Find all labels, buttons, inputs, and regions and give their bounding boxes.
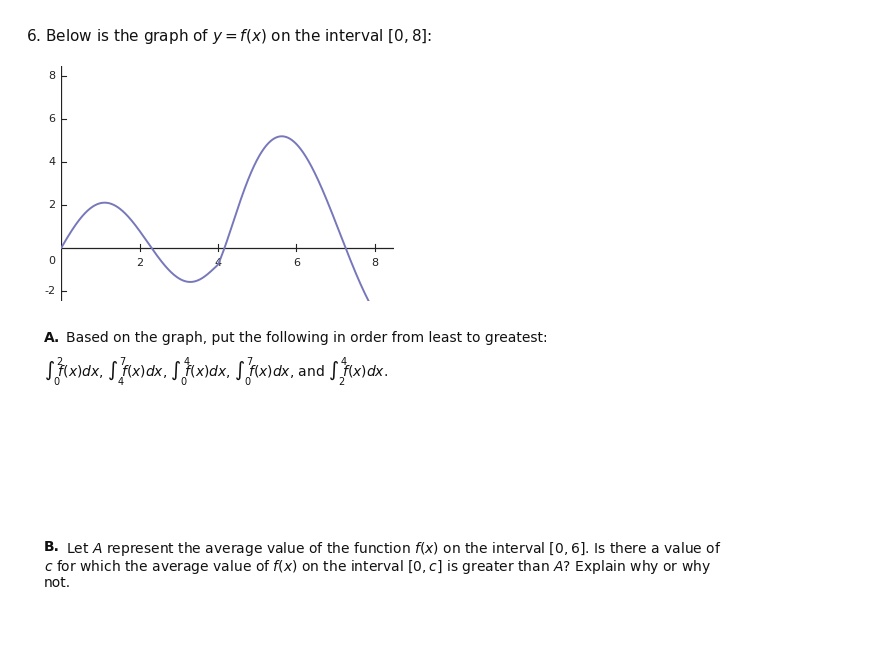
- Text: 4: 4: [48, 157, 55, 167]
- Text: $\int_0^2\!\! f(x)dx$, $\int_4^7\!\! f(x)dx$, $\int_0^4\!\! f(x)dx$, $\int_0^7\!: $\int_0^2\!\! f(x)dx$, $\int_4^7\!\! f(x…: [44, 355, 388, 388]
- Text: -2: -2: [45, 286, 55, 295]
- Text: 6: 6: [293, 259, 300, 269]
- Text: B.: B.: [44, 540, 60, 554]
- Text: A.: A.: [44, 331, 60, 345]
- Text: 8: 8: [48, 71, 55, 81]
- Text: Based on the graph, put the following in order from least to greatest:: Based on the graph, put the following in…: [66, 331, 548, 345]
- Text: 2: 2: [136, 259, 143, 269]
- Text: 8: 8: [371, 259, 378, 269]
- Text: 0: 0: [48, 256, 55, 267]
- Text: Let $A$ represent the average value of the function $f(x)$ on the interval $[0,6: Let $A$ represent the average value of t…: [66, 540, 721, 558]
- Text: $c$ for which the average value of $f(x)$ on the interval $[0, c]$ is greater th: $c$ for which the average value of $f(x)…: [44, 558, 710, 576]
- Text: 6: 6: [48, 114, 55, 124]
- Text: not.: not.: [44, 576, 71, 590]
- Text: 4: 4: [215, 259, 222, 269]
- Text: 2: 2: [48, 200, 55, 210]
- Text: 6. Below is the graph of $y = f(x)$ on the interval $[0,8]$:: 6. Below is the graph of $y = f(x)$ on t…: [26, 26, 433, 46]
